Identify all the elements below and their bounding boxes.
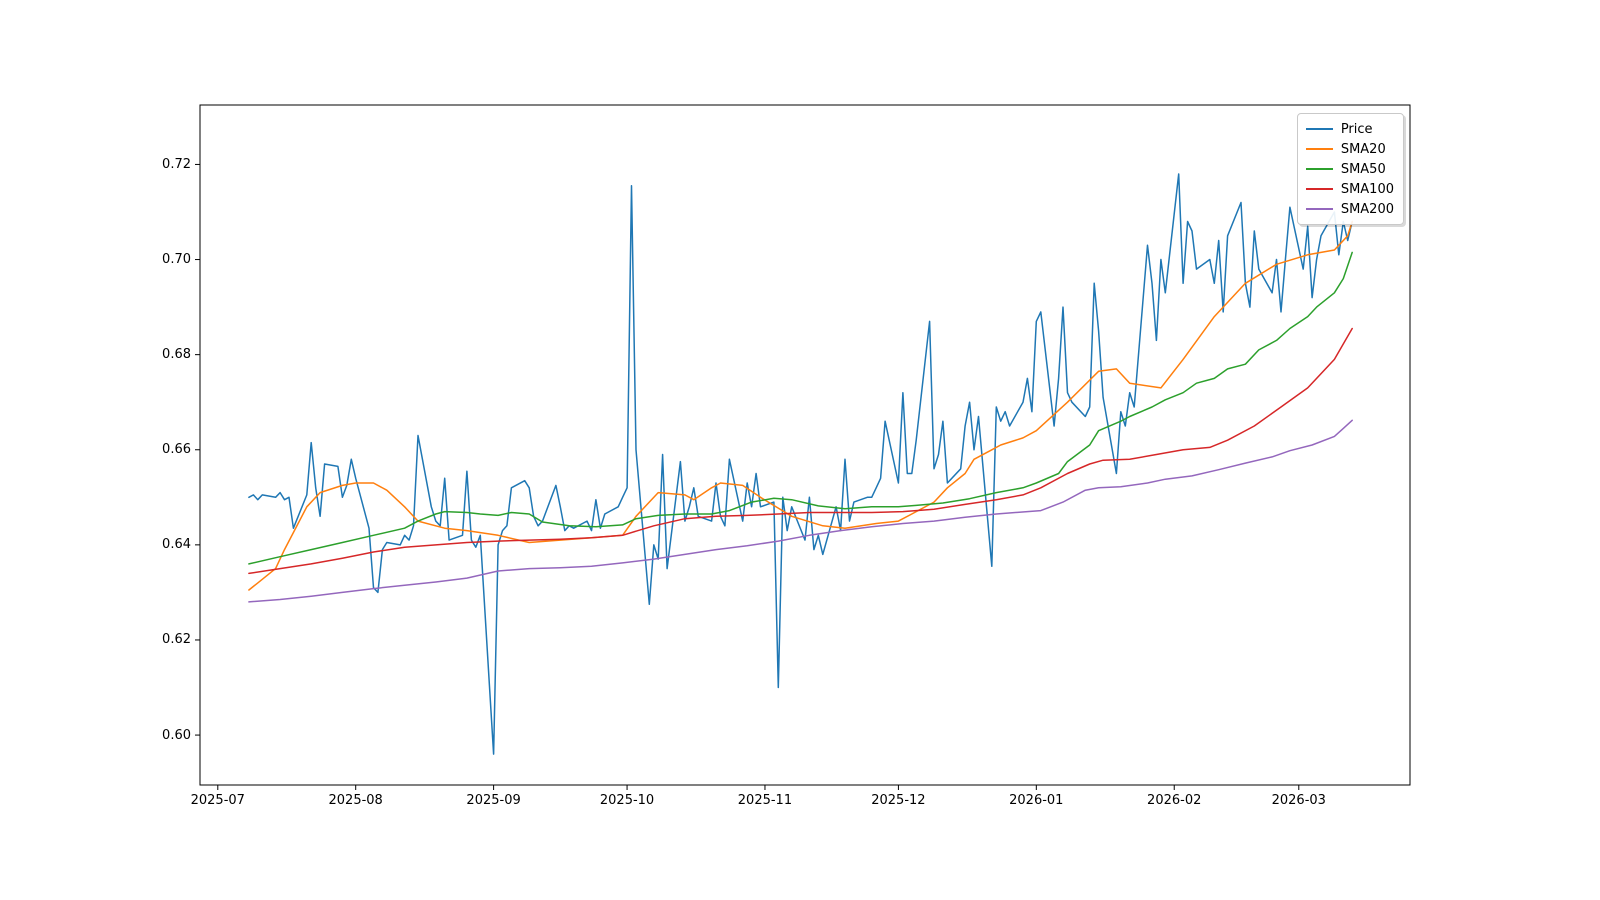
sma100-line-swatch-icon [1305,188,1333,190]
y-tick-label: 0.70 [162,252,191,268]
x-tick-label: 2025-07 [190,793,245,808]
y-tick-label: 0.64 [162,537,191,553]
x-tick-label: 2025-08 [328,793,383,808]
x-tick-label: 2025-11 [737,793,793,808]
legend-label-sma50: SMA50 [1340,161,1386,177]
legend-entry-sma200: SMA200 [1305,199,1394,219]
legend-entry-sma20: SMA20 [1305,139,1394,159]
legend-label-sma20: SMA20 [1340,141,1386,157]
y-tick-label: 0.68 [162,347,191,363]
legend-entry-sma50: SMA50 [1305,159,1394,179]
legend: Price SMA20 SMA50 SMA100 SMA200 [1296,113,1404,225]
legend-label-sma100: SMA100 [1340,181,1394,197]
x-tick-label: 2026-01 [1009,793,1064,808]
legend-label-sma200: SMA200 [1340,201,1394,217]
x-tick-label: 2026-02 [1147,793,1202,808]
sma50-line-swatch-icon [1305,168,1333,170]
price-line-swatch-icon [1305,128,1333,130]
sma200-line-swatch-icon [1305,208,1333,210]
y-tick-label: 0.60 [162,727,191,743]
y-tick-label: 0.72 [162,156,191,172]
x-tick-label: 2025-10 [599,793,655,808]
y-tick-label: 0.62 [162,632,191,648]
legend-label-price: Price [1340,121,1373,137]
legend-entry-price: Price [1305,119,1394,139]
x-tick-label: 2026-03 [1271,793,1326,808]
sma20-line-swatch-icon [1305,148,1333,150]
x-tick-label: 2025-12 [871,793,926,808]
y-tick-label: 0.66 [162,442,191,458]
legend-entry-sma100: SMA100 [1305,179,1394,199]
x-tick-label: 2025-09 [466,793,521,808]
